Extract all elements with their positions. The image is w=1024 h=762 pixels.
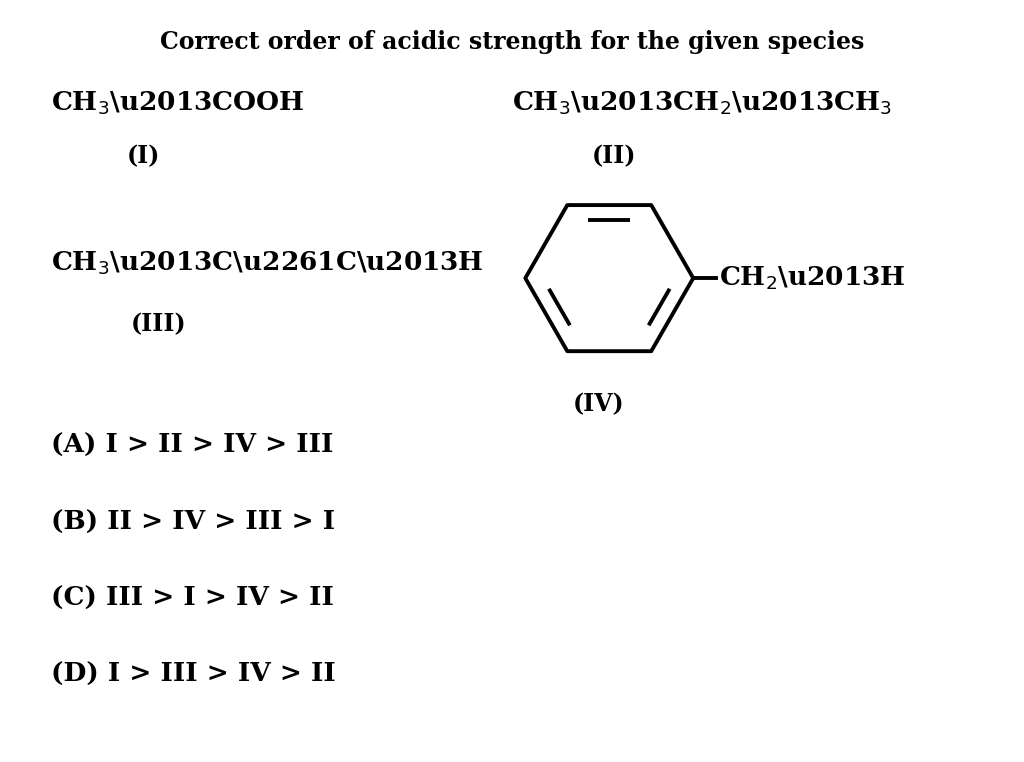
Text: (II): (II) [592, 144, 637, 168]
Text: CH$_3$\u2013CH$_2$\u2013CH$_3$: CH$_3$\u2013CH$_2$\u2013CH$_3$ [512, 89, 892, 117]
Text: CH$_3$\u2013COOH: CH$_3$\u2013COOH [51, 89, 305, 117]
Text: (IV): (IV) [573, 392, 625, 416]
Text: CH$_3$\u2013C\u2261C\u2013H: CH$_3$\u2013C\u2261C\u2013H [51, 249, 483, 277]
Text: (C) III > I > IV > II: (C) III > I > IV > II [51, 586, 334, 610]
Text: (I): (I) [127, 144, 160, 168]
Text: (B) II > IV > III > I: (B) II > IV > III > I [51, 510, 335, 534]
Text: (A) I > II > IV > III: (A) I > II > IV > III [51, 434, 334, 458]
Text: (III): (III) [131, 312, 186, 336]
Text: (D) I > III > IV > II: (D) I > III > IV > II [51, 662, 336, 687]
Text: Correct order of acidic strength for the given species: Correct order of acidic strength for the… [160, 30, 864, 54]
Text: CH$_2$\u2013H: CH$_2$\u2013H [719, 264, 905, 292]
